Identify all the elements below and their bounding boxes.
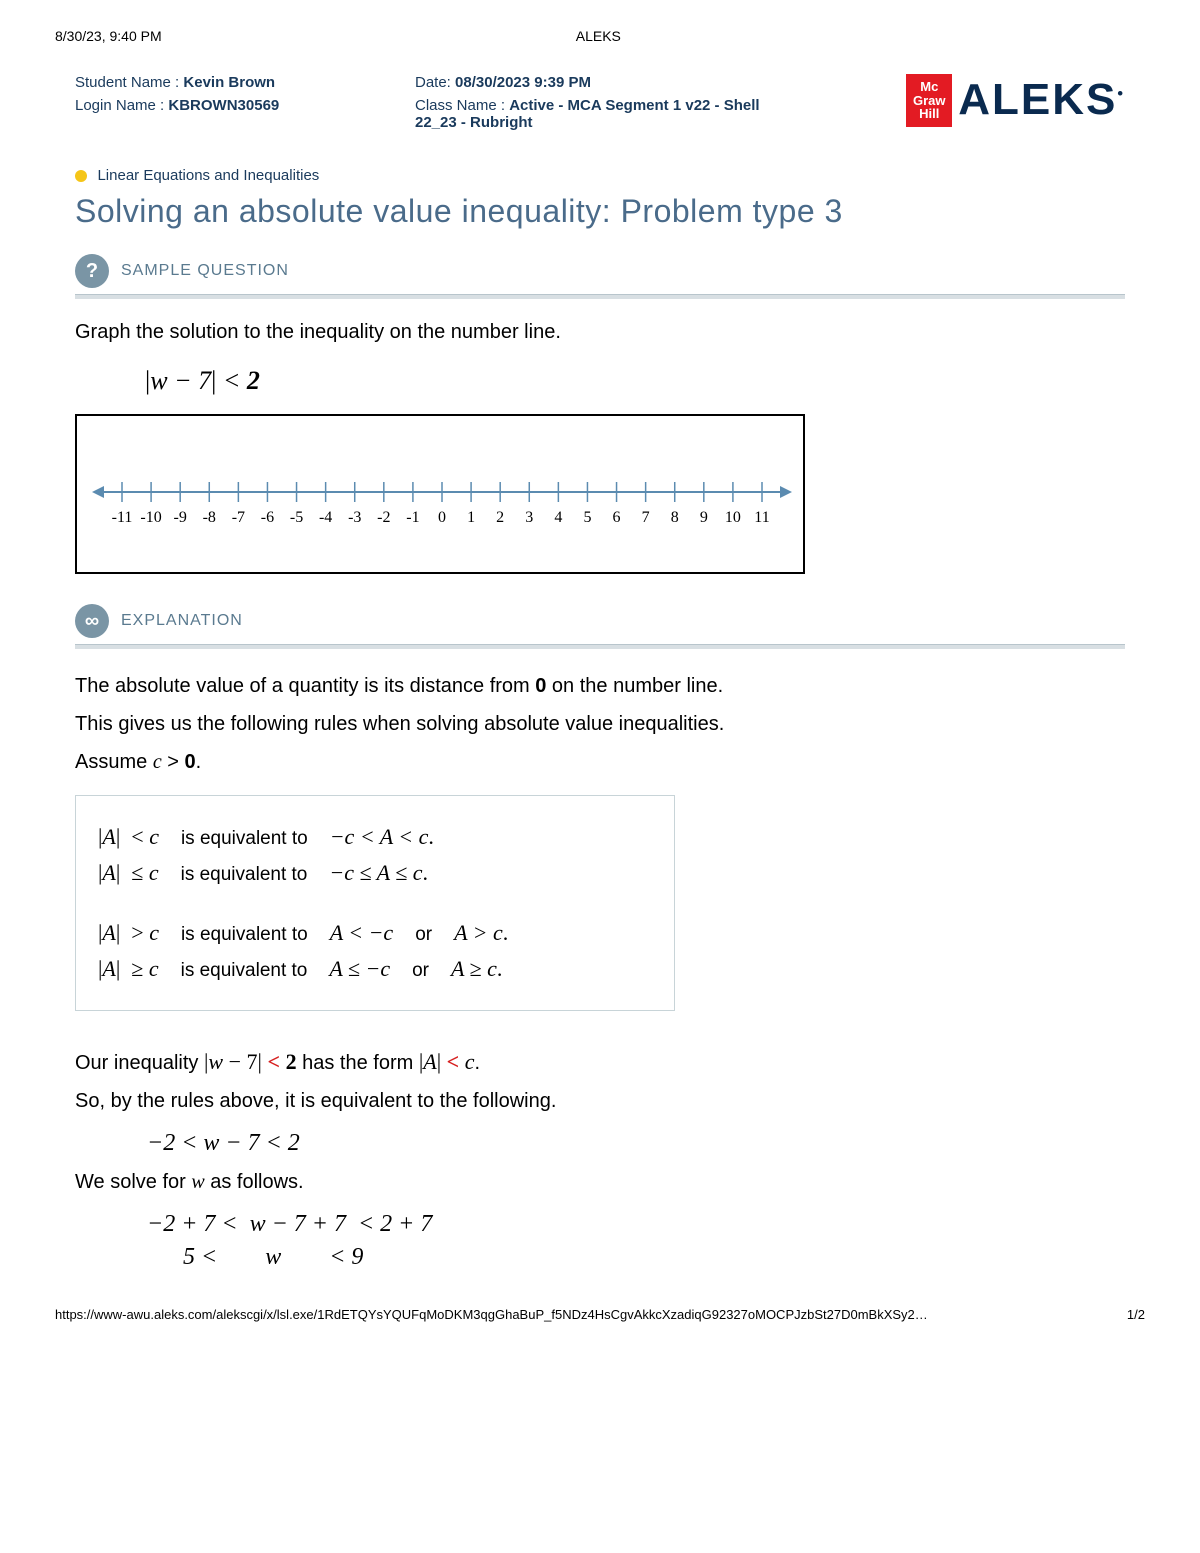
work-step3: 5 < w < 9 [147,1244,1125,1271]
svg-text:11: 11 [754,509,769,526]
svg-text:-11: -11 [112,509,133,526]
print-datetime: 8/30/23, 9:40 PM [55,28,162,44]
section-rule [75,294,1125,299]
content: Student Name : Kevin Brown Login Name : … [0,54,1200,1301]
svg-text:0: 0 [438,509,446,526]
aleks-logo: ALEKS• [958,75,1125,125]
numberline-svg: -11-10-9-8-7-6-5-4-3-2-101234567891011 [77,416,807,576]
sample-question-label: SAMPLE QUESTION [121,262,289,280]
date-line: Date: 08/30/2023 9:39 PM [415,74,775,91]
svg-text:10: 10 [725,509,741,526]
print-header: 8/30/23, 9:40 PM ALEKS [0,0,1200,54]
work-step1: −2 < w − 7 < 2 [147,1130,1125,1157]
topic-row: Linear Equations and Inequalities [75,167,1125,185]
login-line: Login Name : KBROWN30569 [75,97,415,114]
student-info: Student Name : Kevin Brown Login Name : … [75,74,415,120]
topic-label: Linear Equations and Inequalities [97,167,319,184]
svg-text:-10: -10 [140,509,161,526]
svg-text:-2: -2 [377,509,390,526]
login-label: Login Name : [75,97,168,114]
svg-text:4: 4 [554,509,562,526]
logo-col: McGrawHill ALEKS• [775,74,1125,127]
date-label: Date: [415,74,455,91]
rule-1: |A| < c is equivalent to −c < A < c. [98,824,652,850]
svg-text:-8: -8 [203,509,216,526]
question-prompt: Graph the solution to the inequality on … [75,321,1125,344]
svg-text:3: 3 [525,509,533,526]
svg-text:1: 1 [467,509,475,526]
svg-text:6: 6 [613,509,621,526]
login-name: KBROWN30569 [168,97,279,114]
svg-text:5: 5 [583,509,591,526]
svg-text:7: 7 [642,509,650,526]
svg-text:2: 2 [496,509,504,526]
rule-4: |A| ≥ c is equivalent to A ≤ −c or A ≥ c… [98,956,652,982]
rule-gap [98,896,652,910]
explanation-p1: The absolute value of a quantity is its … [75,671,1125,701]
inequality-expr: |w − 7| < 2 [145,366,1125,396]
svg-text:-3: -3 [348,509,361,526]
svg-text:-9: -9 [174,509,187,526]
question-mark-icon: ? [75,254,109,288]
rule-3: |A| > c is equivalent to A < −c or A > c… [98,920,652,946]
footer-url: https://www-awu.aleks.com/alekscgi/x/lsl… [55,1307,928,1322]
explanation-p2: This gives us the following rules when s… [75,709,1125,739]
rules-box: |A| < c is equivalent to −c < A < c. |A|… [75,795,675,1011]
conclusion-line1: Our inequality |w − 7| < 2 has the form … [75,1045,1125,1078]
date-value: 08/30/2023 9:39 PM [455,74,591,91]
infinity-icon: ∞ [75,604,109,638]
student-name-label: Student Name : [75,74,183,91]
rule-2: |A| ≤ c is equivalent to −c ≤ A ≤ c. [98,860,652,886]
svg-text:-7: -7 [232,509,245,526]
info-row: Student Name : Kevin Brown Login Name : … [75,74,1125,137]
work-step2: −2 + 7 < w − 7 + 7 < 2 + 7 [147,1211,1125,1238]
numberline-box: -11-10-9-8-7-6-5-4-3-2-101234567891011 [75,414,805,574]
aleks-dot: • [1117,86,1125,103]
svg-text:-1: -1 [406,509,419,526]
work-steps-2-3: −2 + 7 < w − 7 + 7 < 2 + 7 5 < w < 9 [147,1211,1125,1271]
footer-page: 1/2 [1127,1307,1145,1322]
class-info: Date: 08/30/2023 9:39 PM Class Name : Ac… [415,74,775,137]
print-app: ALEKS [576,28,621,44]
topic-bullet-icon [75,170,87,182]
mcgraw-hill-logo: McGrawHill [906,74,952,127]
explanation-p3: Assume c > 0. [75,747,1125,777]
svg-text:-4: -4 [319,509,332,526]
page: 8/30/23, 9:40 PM ALEKS Student Name : Ke… [0,0,1200,1340]
spacer [1035,28,1145,44]
section-rule-2 [75,644,1125,649]
class-line: Class Name : Active - MCA Segment 1 v22 … [415,97,775,131]
explanation-label: EXPLANATION [121,612,243,630]
print-footer: https://www-awu.aleks.com/alekscgi/x/lsl… [0,1301,1200,1340]
svg-text:9: 9 [700,509,708,526]
conclusion-line3: We solve for w as follows. [75,1167,1125,1197]
student-name: Kevin Brown [183,74,275,91]
class-label: Class Name : [415,97,509,114]
lesson-title: Solving an absolute value inequality: Pr… [75,193,1125,230]
svg-text:-5: -5 [290,509,303,526]
explanation-header: ∞ EXPLANATION [75,604,1125,638]
svg-text:-6: -6 [261,509,274,526]
student-name-line: Student Name : Kevin Brown [75,74,415,91]
conclusion-line2: So, by the rules above, it is equivalent… [75,1086,1125,1116]
sample-question-header: ? SAMPLE QUESTION [75,254,1125,288]
svg-text:8: 8 [671,509,679,526]
logo-wrap: McGrawHill ALEKS• [906,74,1125,127]
